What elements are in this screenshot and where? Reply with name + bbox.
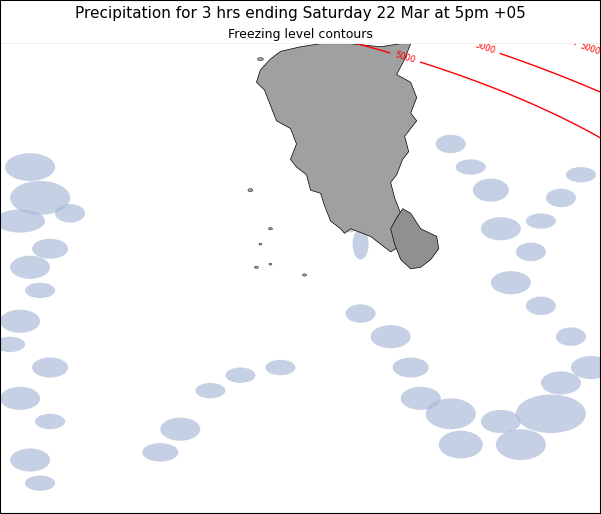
Ellipse shape	[371, 325, 410, 348]
Ellipse shape	[439, 431, 483, 458]
Ellipse shape	[25, 475, 55, 491]
Ellipse shape	[392, 358, 429, 377]
Ellipse shape	[142, 443, 178, 462]
Ellipse shape	[10, 181, 70, 215]
Ellipse shape	[346, 304, 376, 323]
Ellipse shape	[269, 228, 272, 230]
Ellipse shape	[541, 371, 581, 395]
Ellipse shape	[32, 358, 68, 377]
Ellipse shape	[426, 398, 476, 429]
Ellipse shape	[10, 448, 50, 472]
Ellipse shape	[259, 243, 262, 245]
Ellipse shape	[481, 410, 521, 433]
Ellipse shape	[248, 189, 253, 192]
Ellipse shape	[266, 360, 296, 375]
Ellipse shape	[481, 217, 521, 240]
Ellipse shape	[496, 429, 546, 460]
Ellipse shape	[401, 387, 441, 410]
Ellipse shape	[546, 189, 576, 207]
Ellipse shape	[353, 229, 368, 260]
Ellipse shape	[25, 283, 55, 298]
Ellipse shape	[341, 194, 361, 232]
Ellipse shape	[55, 204, 85, 223]
Ellipse shape	[225, 368, 255, 383]
Ellipse shape	[0, 337, 25, 352]
Text: Freezing level contours: Freezing level contours	[228, 28, 373, 41]
Ellipse shape	[473, 178, 509, 201]
Ellipse shape	[0, 387, 40, 410]
Text: 5000: 5000	[474, 41, 496, 56]
Ellipse shape	[32, 238, 68, 259]
Polygon shape	[391, 209, 439, 269]
Ellipse shape	[516, 243, 546, 261]
Ellipse shape	[0, 309, 40, 333]
Ellipse shape	[195, 383, 225, 398]
Ellipse shape	[456, 159, 486, 175]
Ellipse shape	[436, 135, 466, 153]
Ellipse shape	[516, 395, 586, 433]
Polygon shape	[257, 44, 416, 252]
Ellipse shape	[254, 266, 258, 268]
Text: 5000: 5000	[579, 42, 601, 57]
Ellipse shape	[556, 327, 586, 346]
Ellipse shape	[526, 297, 556, 315]
Text: Precipitation for 3 hrs ending Saturday 22 Mar at 5pm +05: Precipitation for 3 hrs ending Saturday …	[75, 6, 526, 21]
Ellipse shape	[257, 58, 263, 61]
Ellipse shape	[269, 263, 272, 265]
Text: 5000: 5000	[394, 50, 416, 65]
Ellipse shape	[5, 153, 55, 181]
Ellipse shape	[526, 213, 556, 229]
Ellipse shape	[571, 356, 601, 379]
Ellipse shape	[10, 255, 50, 279]
Ellipse shape	[35, 414, 65, 429]
Ellipse shape	[302, 274, 307, 276]
Ellipse shape	[160, 417, 200, 440]
Ellipse shape	[491, 271, 531, 294]
Ellipse shape	[0, 210, 45, 232]
Ellipse shape	[566, 167, 596, 182]
